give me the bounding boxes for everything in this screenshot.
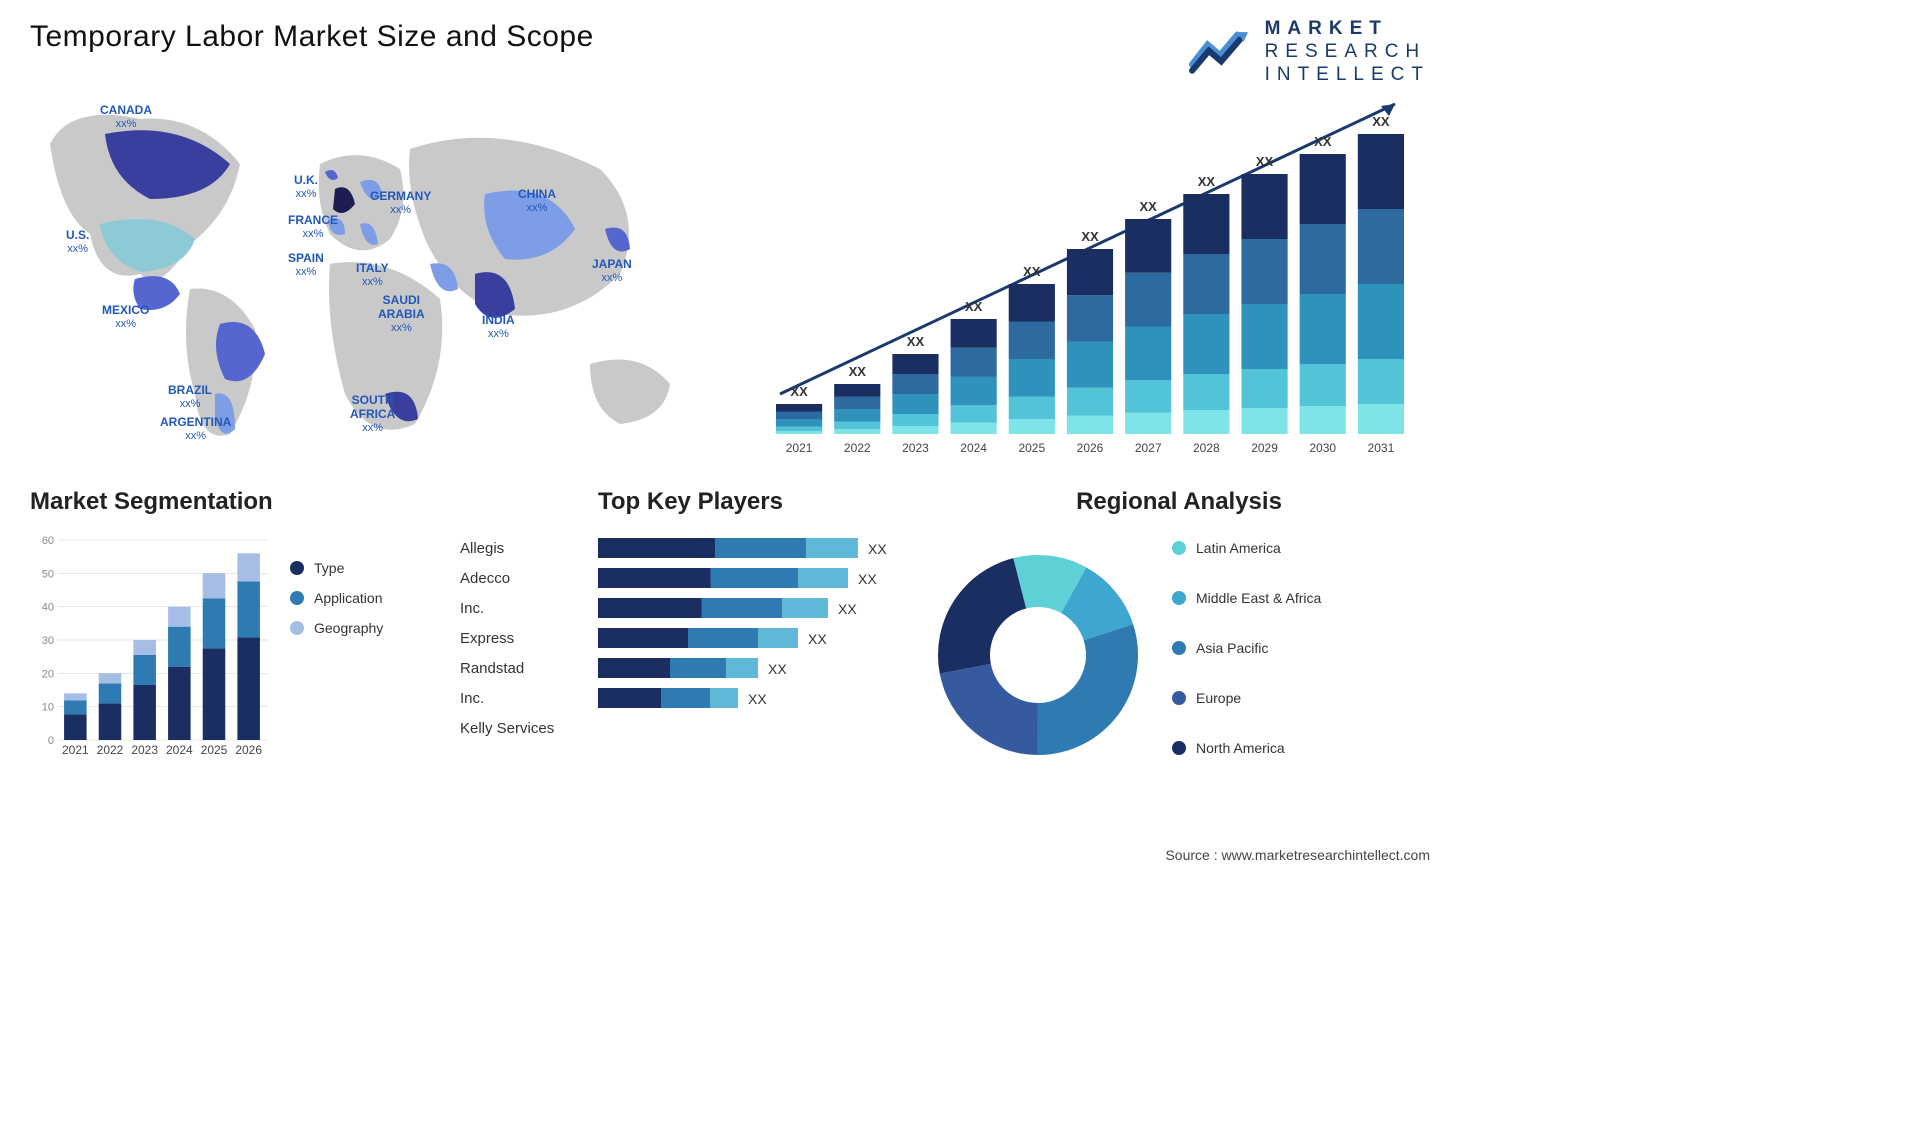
legend-item: Asia Pacific — [1172, 630, 1430, 666]
country-label: MEXICOxx% — [102, 304, 149, 330]
svg-text:XX: XX — [1198, 174, 1216, 189]
svg-text:30: 30 — [42, 635, 54, 647]
country-label: FRANCExx% — [288, 214, 338, 240]
svg-text:XX: XX — [907, 334, 925, 349]
country-label: U.S.xx% — [66, 229, 89, 255]
svg-text:XX: XX — [849, 364, 867, 379]
key-players-title: Top Key Players — [598, 488, 898, 516]
country-label: U.K.xx% — [294, 174, 318, 200]
legend-item: Application — [290, 590, 430, 606]
svg-text:XX: XX — [838, 601, 857, 617]
svg-text:XX: XX — [1372, 114, 1390, 129]
country-label: ARGENTINAxx% — [160, 416, 231, 442]
list-item: Inc. — [460, 594, 580, 624]
country-label: ITALYxx% — [356, 262, 389, 288]
svg-text:XX: XX — [1314, 134, 1332, 149]
legend-item: Geography — [290, 620, 430, 636]
svg-text:2024: 2024 — [960, 441, 987, 455]
source-text: Source : www.marketresearchintellect.com — [1165, 847, 1430, 863]
growth-chart: 2021 XX 2022 XX 2023 XX 2024 XX 2025 XX 2026 XX 2027… — [750, 64, 1430, 464]
legend-item: Latin America — [1172, 530, 1430, 566]
svg-text:2028: 2028 — [1193, 441, 1220, 455]
svg-text:2029: 2029 — [1251, 441, 1278, 455]
svg-text:2021: 2021 — [786, 441, 813, 455]
svg-text:2023: 2023 — [131, 743, 158, 757]
svg-text:50: 50 — [42, 568, 54, 580]
svg-text:40: 40 — [42, 602, 54, 614]
legend-item: Type — [290, 560, 430, 576]
country-label: CANADAxx% — [100, 104, 152, 130]
segmentation-title: Market Segmentation — [30, 488, 430, 516]
country-label: SPAINxx% — [288, 252, 324, 278]
svg-text:XX: XX — [748, 691, 767, 707]
country-label: GERMANYxx% — [370, 190, 431, 216]
key-players-panel: AllegisAdeccoInc.ExpressRandstadInc.Kell… — [460, 488, 898, 788]
list-item: Adecco — [460, 564, 580, 594]
svg-text:XX: XX — [858, 571, 877, 587]
svg-text:XX: XX — [868, 541, 887, 557]
svg-text:2022: 2022 — [844, 441, 871, 455]
key-players-chart: XXXXXXXXXXXX — [598, 530, 898, 730]
svg-text:XX: XX — [1023, 264, 1041, 279]
country-label: INDIAxx% — [482, 314, 515, 340]
svg-text:2026: 2026 — [235, 743, 262, 757]
regional-panel: Regional Analysis Latin America Middle Ea… — [928, 488, 1430, 788]
regional-legend: Latin America Middle East & Africa Asia Pa… — [1172, 530, 1430, 780]
legend-item: Europe — [1172, 680, 1430, 716]
segmentation-chart: 0 10 20 30 40 50 60 2021 2022 2023 2024 2025 2026 — [30, 530, 270, 760]
svg-text:XX: XX — [1256, 154, 1274, 169]
svg-text:2021: 2021 — [62, 743, 89, 757]
svg-text:2022: 2022 — [97, 743, 124, 757]
svg-text:60: 60 — [42, 535, 54, 547]
svg-text:2024: 2024 — [166, 743, 193, 757]
svg-text:2025: 2025 — [201, 743, 228, 757]
list-item: Express — [460, 624, 580, 654]
list-item: Kelly Services — [460, 714, 580, 744]
svg-text:XX: XX — [790, 384, 808, 399]
list-item: Allegis — [460, 534, 580, 564]
country-label: JAPANxx% — [592, 258, 632, 284]
svg-text:2023: 2023 — [902, 441, 929, 455]
regional-donut — [928, 545, 1148, 765]
regional-title: Regional Analysis — [928, 488, 1430, 516]
svg-text:2026: 2026 — [1077, 441, 1104, 455]
country-label: SOUTHAFRICAxx% — [350, 394, 395, 434]
world-map: CANADAxx% U.S.xx% MEXICOxx% BRAZILxx% ARGENT… — [30, 64, 710, 464]
list-item: Inc. — [460, 684, 580, 714]
segmentation-panel: Market Segmentation 0 10 20 30 40 50 60 2021 202… — [30, 488, 430, 788]
svg-text:XX: XX — [1140, 199, 1158, 214]
svg-text:XX: XX — [965, 299, 983, 314]
segment-list: AllegisAdeccoInc.ExpressRandstadInc.Kell… — [460, 488, 580, 788]
country-label: SAUDIARABIAxx% — [378, 294, 425, 334]
svg-text:2030: 2030 — [1309, 441, 1336, 455]
legend-item: North America — [1172, 730, 1430, 766]
svg-text:2027: 2027 — [1135, 441, 1162, 455]
svg-text:2031: 2031 — [1368, 441, 1395, 455]
svg-text:XX: XX — [768, 661, 787, 677]
svg-text:20: 20 — [42, 668, 54, 680]
segmentation-legend: Type Application Geography — [290, 530, 430, 760]
country-label: BRAZILxx% — [168, 384, 212, 410]
svg-text:0: 0 — [48, 735, 54, 747]
country-label: CHINAxx% — [518, 188, 556, 214]
list-item: Randstad — [460, 654, 580, 684]
svg-text:XX: XX — [808, 631, 827, 647]
svg-text:10: 10 — [42, 702, 54, 714]
svg-text:2025: 2025 — [1018, 441, 1045, 455]
svg-text:XX: XX — [1081, 229, 1099, 244]
legend-item: Middle East & Africa — [1172, 580, 1430, 616]
